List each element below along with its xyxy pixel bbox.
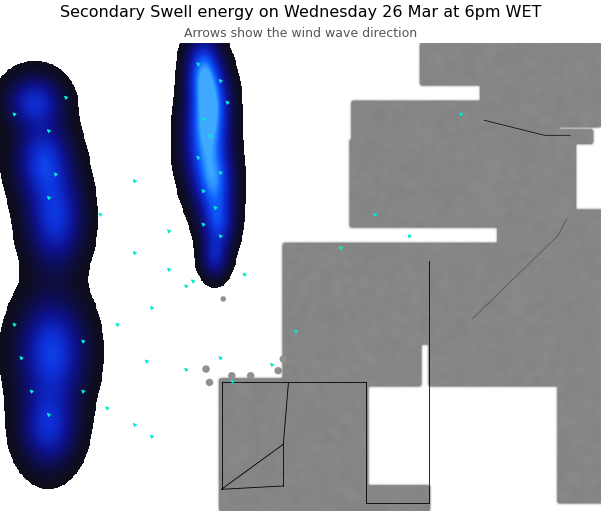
Circle shape — [248, 373, 254, 379]
Circle shape — [229, 373, 235, 379]
Circle shape — [206, 379, 213, 385]
Circle shape — [221, 297, 225, 301]
Circle shape — [280, 356, 287, 362]
Circle shape — [275, 368, 281, 374]
Text: Secondary Swell energy on Wednesday 26 Mar at 6pm WET: Secondary Swell energy on Wednesday 26 M… — [59, 5, 542, 19]
Circle shape — [203, 366, 209, 372]
Text: Arrows show the wind wave direction: Arrows show the wind wave direction — [184, 28, 417, 40]
